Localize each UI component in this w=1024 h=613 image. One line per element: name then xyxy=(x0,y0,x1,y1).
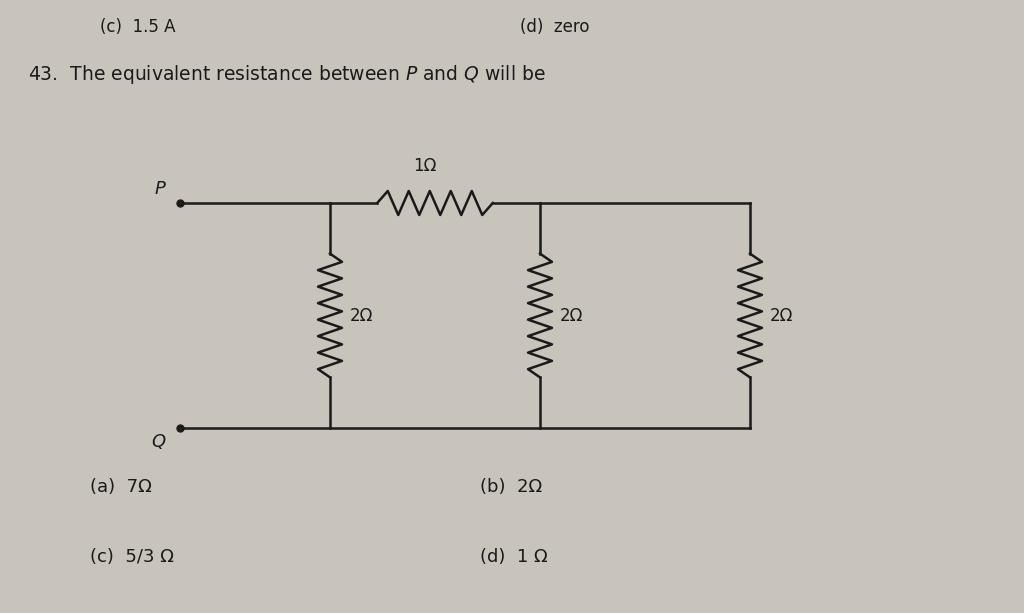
Text: (c)  5/3 Ω: (c) 5/3 Ω xyxy=(90,548,174,566)
Text: (a)  7Ω: (a) 7Ω xyxy=(90,478,152,496)
Text: 2Ω: 2Ω xyxy=(560,306,584,324)
Text: Q: Q xyxy=(151,433,165,451)
Text: P: P xyxy=(155,180,165,198)
Text: (d)  1 Ω: (d) 1 Ω xyxy=(480,548,548,566)
Text: (c)  1.5 A: (c) 1.5 A xyxy=(100,18,175,36)
Text: 43.  The equivalent resistance between $P$ and $Q$ will be: 43. The equivalent resistance between $P… xyxy=(28,63,546,86)
Text: (d)  zero: (d) zero xyxy=(520,18,590,36)
Text: 2Ω: 2Ω xyxy=(350,306,374,324)
Text: 1Ω: 1Ω xyxy=(414,157,436,175)
Text: (b)  2Ω: (b) 2Ω xyxy=(480,478,542,496)
Text: 2Ω: 2Ω xyxy=(770,306,794,324)
